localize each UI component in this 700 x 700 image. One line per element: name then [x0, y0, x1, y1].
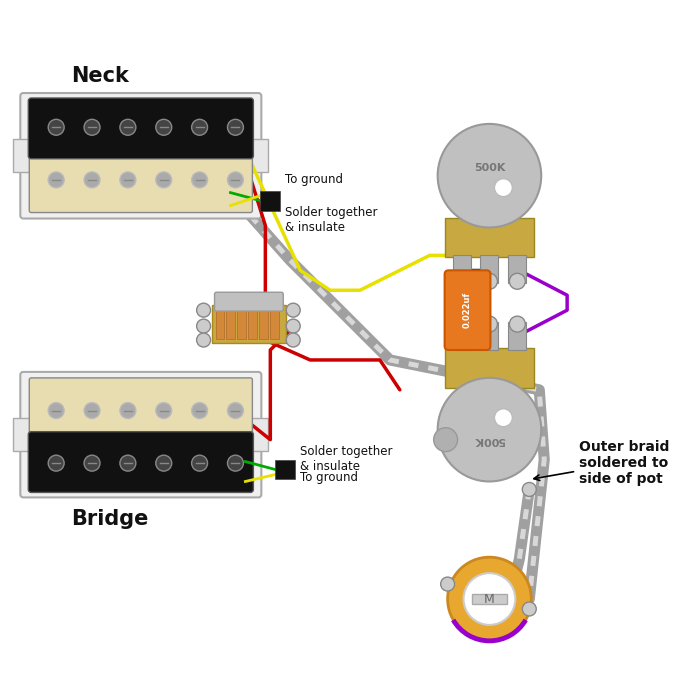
- Circle shape: [120, 402, 136, 419]
- Circle shape: [120, 119, 136, 135]
- Bar: [227, 308, 235, 339]
- Bar: [453, 322, 470, 350]
- Bar: [453, 256, 470, 284]
- Circle shape: [482, 273, 498, 289]
- Bar: [248, 308, 258, 339]
- Circle shape: [510, 273, 525, 289]
- Text: Neck: Neck: [71, 66, 129, 86]
- Circle shape: [192, 402, 208, 419]
- Circle shape: [522, 602, 536, 616]
- Circle shape: [120, 172, 136, 188]
- Circle shape: [482, 316, 498, 332]
- Text: Solder together
& insulate: Solder together & insulate: [300, 444, 393, 472]
- Circle shape: [84, 119, 100, 135]
- Circle shape: [494, 178, 512, 197]
- Circle shape: [228, 119, 244, 135]
- Circle shape: [192, 455, 208, 471]
- Circle shape: [197, 333, 211, 347]
- Circle shape: [156, 402, 172, 419]
- Bar: [275, 460, 295, 480]
- Circle shape: [84, 402, 100, 419]
- Circle shape: [438, 378, 541, 482]
- Circle shape: [192, 119, 208, 135]
- Circle shape: [286, 319, 300, 333]
- Circle shape: [156, 119, 172, 135]
- Bar: [260, 190, 280, 211]
- Bar: [251, 139, 268, 172]
- Text: M: M: [484, 592, 495, 606]
- Circle shape: [84, 172, 100, 188]
- Circle shape: [48, 172, 64, 188]
- Circle shape: [434, 428, 458, 452]
- Circle shape: [522, 482, 536, 496]
- Circle shape: [192, 172, 208, 188]
- Text: To ground: To ground: [300, 472, 358, 484]
- Circle shape: [438, 124, 541, 228]
- Circle shape: [510, 316, 525, 332]
- FancyBboxPatch shape: [28, 98, 253, 159]
- Circle shape: [48, 455, 64, 471]
- FancyBboxPatch shape: [29, 378, 253, 445]
- Circle shape: [197, 303, 211, 317]
- Circle shape: [228, 455, 244, 471]
- Bar: [508, 322, 526, 350]
- FancyBboxPatch shape: [20, 93, 261, 218]
- Text: Outer braid
soldered to
side of pot: Outer braid soldered to side of pot: [534, 440, 669, 486]
- FancyBboxPatch shape: [444, 270, 491, 350]
- FancyBboxPatch shape: [20, 372, 261, 498]
- Circle shape: [228, 172, 244, 188]
- Circle shape: [463, 573, 515, 625]
- Bar: [260, 308, 268, 339]
- Text: Bridge: Bridge: [71, 510, 148, 529]
- Bar: [472, 594, 507, 604]
- Circle shape: [197, 319, 211, 333]
- Circle shape: [120, 455, 136, 471]
- Circle shape: [440, 577, 454, 591]
- Circle shape: [156, 172, 172, 188]
- Circle shape: [48, 402, 64, 419]
- Bar: [251, 418, 268, 451]
- Bar: [237, 308, 246, 339]
- FancyBboxPatch shape: [214, 292, 284, 312]
- Text: Solder together
& insulate: Solder together & insulate: [286, 206, 378, 234]
- Circle shape: [286, 303, 300, 317]
- FancyBboxPatch shape: [28, 432, 253, 492]
- Bar: [480, 322, 498, 350]
- Bar: [444, 348, 534, 388]
- Text: 500K: 500K: [474, 435, 505, 444]
- Text: 500K: 500K: [474, 162, 505, 173]
- Bar: [508, 256, 526, 284]
- Circle shape: [228, 402, 244, 419]
- Text: 0.022uf: 0.022uf: [463, 292, 472, 328]
- Bar: [13, 139, 32, 172]
- Circle shape: [286, 333, 300, 347]
- Circle shape: [48, 119, 64, 135]
- Bar: [216, 308, 225, 339]
- FancyBboxPatch shape: [29, 145, 253, 213]
- Circle shape: [454, 316, 470, 332]
- Bar: [13, 418, 32, 451]
- Circle shape: [454, 273, 470, 289]
- Circle shape: [84, 455, 100, 471]
- FancyBboxPatch shape: [211, 305, 286, 343]
- Bar: [444, 218, 534, 258]
- Text: To ground: To ground: [286, 173, 343, 186]
- Bar: [480, 256, 498, 284]
- Bar: [270, 308, 279, 339]
- Circle shape: [494, 409, 512, 427]
- Circle shape: [447, 557, 531, 640]
- Circle shape: [156, 455, 172, 471]
